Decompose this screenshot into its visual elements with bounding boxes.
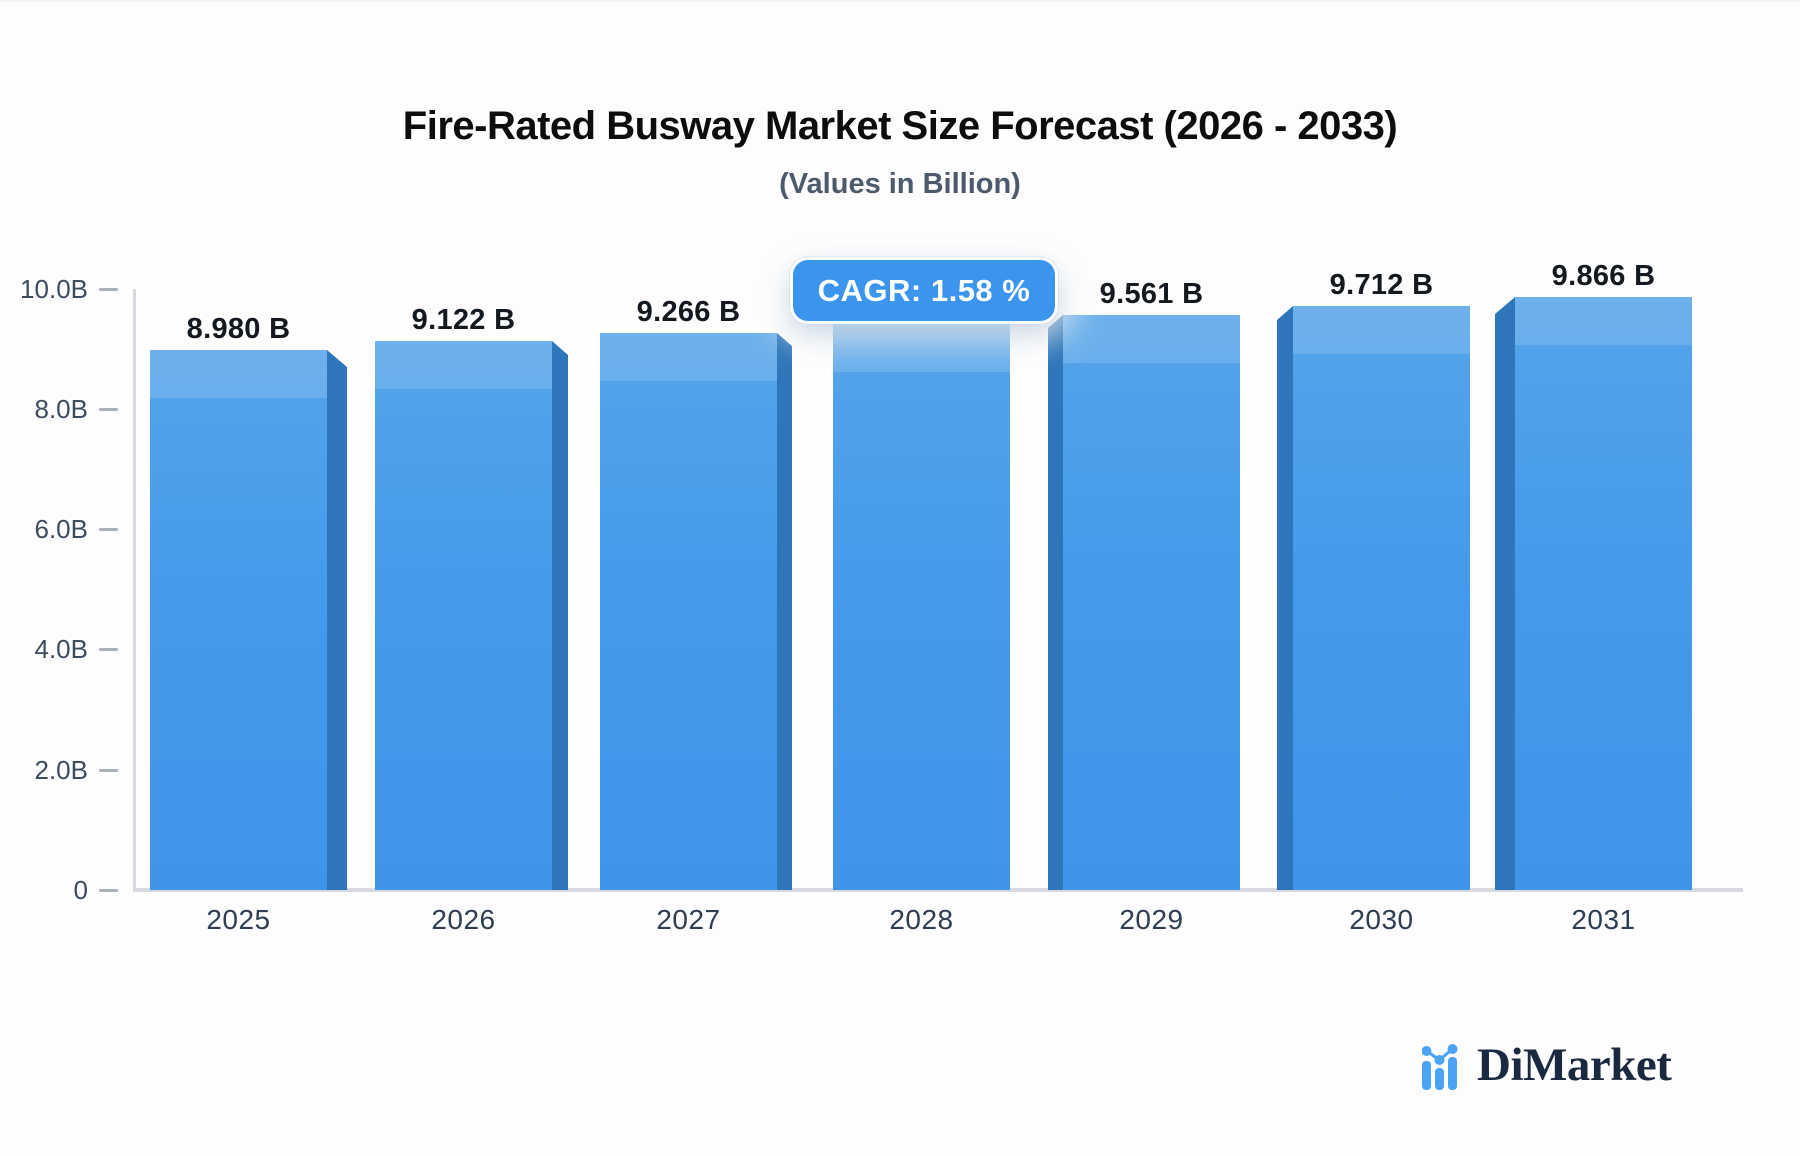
bar-value-label: 9.561 B — [1099, 278, 1204, 310]
brand-logo[interactable]: DiMarket — [1422, 1039, 1672, 1091]
bar-side-2030[interactable] — [1277, 306, 1293, 890]
bar-gloss-highlight — [1063, 315, 1240, 363]
x-axis-baseline — [133, 888, 1743, 892]
bar-side-2031[interactable] — [1495, 297, 1515, 890]
bar-gloss-highlight — [600, 333, 777, 381]
bar-gloss-highlight — [833, 324, 1010, 372]
y-axis-tick — [99, 648, 118, 651]
y-axis-line — [133, 289, 136, 890]
cagr-badge: CAGR: 1.58 % — [790, 257, 1058, 324]
y-axis-tick-label: 8.0B — [34, 394, 89, 424]
bar-gloss-highlight — [150, 350, 327, 398]
bar-value-label: 9.712 B — [1329, 269, 1434, 301]
y-axis-tick-label: 2.0B — [34, 755, 89, 785]
y-axis-tick — [99, 769, 118, 772]
y-axis-tick — [99, 889, 118, 892]
x-axis-label-2029: 2029 — [1119, 904, 1184, 935]
bar-2026[interactable] — [375, 341, 552, 890]
bar-2025[interactable] — [150, 350, 327, 890]
x-axis-label-2028: 2028 — [889, 904, 954, 935]
bar-line-chart-icon — [1422, 1044, 1458, 1090]
bar-value-label: 9.122 B — [411, 304, 516, 336]
bar-2029[interactable] — [1063, 315, 1240, 890]
bar-2030[interactable] — [1293, 306, 1470, 890]
bar-side-2027[interactable] — [777, 333, 792, 890]
cagr-badge-text: CAGR: 1.58 % — [817, 272, 1031, 308]
x-axis-label-2026: 2026 — [431, 904, 496, 935]
bar-side-2029[interactable] — [1048, 315, 1063, 890]
y-axis-tick-label: 10.0B — [20, 274, 88, 304]
bar-value-label: 9.866 B — [1551, 260, 1656, 292]
bar-2028[interactable] — [833, 324, 1010, 890]
y-axis-tick-label: 6.0B — [34, 514, 89, 544]
x-axis-label-2027: 2027 — [656, 904, 721, 935]
bar-value-label: 9.266 B — [636, 296, 741, 328]
y-axis-tick-label: 0 — [73, 875, 88, 905]
bar-gloss-highlight — [375, 341, 552, 389]
chart-title: Fire-Rated Busway Market Size Forecast (… — [402, 104, 1398, 148]
bar-gloss-highlight — [1515, 297, 1692, 345]
bar-gloss-highlight — [1293, 306, 1470, 354]
y-axis-tick — [99, 288, 118, 291]
bar-2027[interactable] — [600, 333, 777, 890]
bar-2031[interactable] — [1515, 297, 1692, 890]
x-axis-label-2025: 2025 — [206, 904, 271, 935]
x-axis-label-2030: 2030 — [1349, 904, 1414, 935]
y-axis-tick-label: 4.0B — [34, 634, 89, 664]
brand-logo-text: DiMarket — [1477, 1039, 1672, 1091]
bar-side-2026[interactable] — [552, 341, 568, 890]
x-axis-label-2031: 2031 — [1571, 904, 1636, 935]
bar-side-2025[interactable] — [327, 350, 347, 890]
y-axis-tick — [99, 408, 118, 411]
chart-subtitle: (Values in Billion) — [779, 168, 1021, 200]
y-axis-tick — [99, 528, 118, 531]
bar-value-label: 8.980 B — [186, 313, 291, 345]
